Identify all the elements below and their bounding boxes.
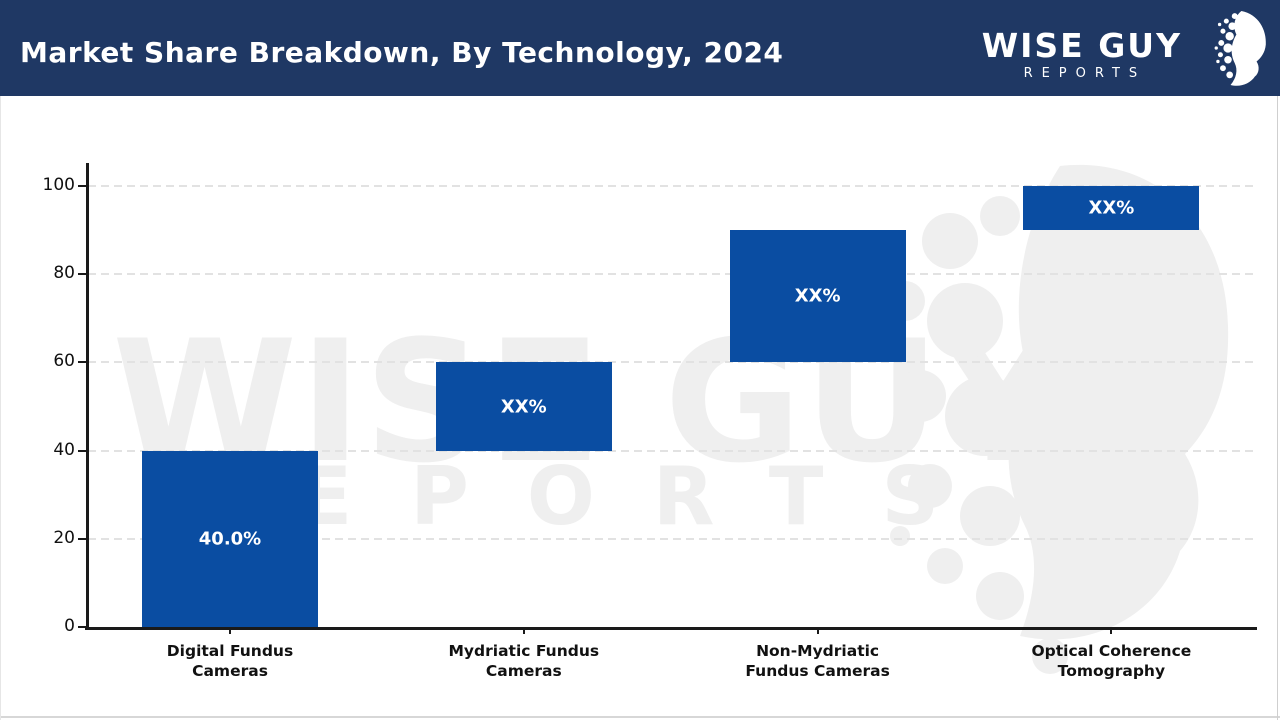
brand-logo-text: WISE GUY REPORTS: [982, 26, 1182, 81]
x-tick-4: [1110, 627, 1113, 634]
y-tick-label: 40: [53, 439, 75, 460]
bar-value-label: XX%: [794, 285, 841, 307]
y-tick-60: [78, 361, 86, 364]
y-tick-40: [78, 449, 86, 452]
gridline-20: [88, 537, 1255, 540]
watermark: WISE GUY REPORTS: [112, 164, 1229, 674]
y-tick-100: [78, 185, 86, 187]
header: Market Share Breakdown, By Technology, 2…: [0, 0, 1280, 96]
right-border: [1277, 96, 1278, 720]
y-tick-0: [78, 626, 86, 628]
bar-4: [1023, 186, 1200, 231]
left-border: [0, 96, 1, 720]
y-tick-label: 60: [53, 351, 75, 372]
x-tick-2: [522, 627, 525, 634]
gridline-100: [88, 185, 1255, 187]
brand-name: WISE GUY: [981, 25, 1182, 65]
x-tick-1: [229, 627, 231, 634]
y-axis: [86, 163, 89, 629]
bar-3: [729, 230, 906, 363]
brand-logo: WISE GUY REPORTS: [982, 6, 1270, 90]
chart-area: WISE GUY REPORTS 0 20 40 60 80 100 40.0% Digita…: [0, 96, 1280, 720]
watermark-face: [876, 164, 1229, 674]
category-label: Non-Mydriatic Fundus Cameras: [745, 642, 890, 680]
y-tick-20: [78, 537, 86, 540]
category-label: Digital Fundus Cameras: [166, 642, 294, 680]
y-tick-label: 100: [42, 175, 75, 195]
category-label: Mydriatic Fundus Cameras: [448, 642, 600, 680]
bar-value-label: XX%: [500, 396, 547, 417]
face-profile-icon: [1214, 11, 1266, 86]
x-tick-3: [816, 627, 819, 634]
bottom-border: [0, 716, 1280, 718]
bar-2: [435, 362, 612, 451]
gridline-80: [88, 273, 1255, 276]
x-axis: [85, 627, 1257, 630]
gridline-40: [88, 449, 1255, 452]
y-tick-label: 80: [53, 263, 75, 284]
page-title: Market Share Breakdown, By Technology, 2…: [20, 35, 784, 69]
brand-subname: REPORTS: [1023, 65, 1147, 81]
y-tick-label: 0: [64, 616, 75, 636]
y-tick-80: [78, 273, 86, 276]
bar-1: [142, 450, 318, 627]
bar-value-label: XX%: [1088, 197, 1135, 219]
bar-value-label: 40.0%: [198, 528, 262, 550]
y-tick-label: 20: [53, 527, 75, 548]
category-label: Optical Coherence Tomography: [1031, 642, 1192, 680]
gridline-60: [88, 361, 1255, 364]
